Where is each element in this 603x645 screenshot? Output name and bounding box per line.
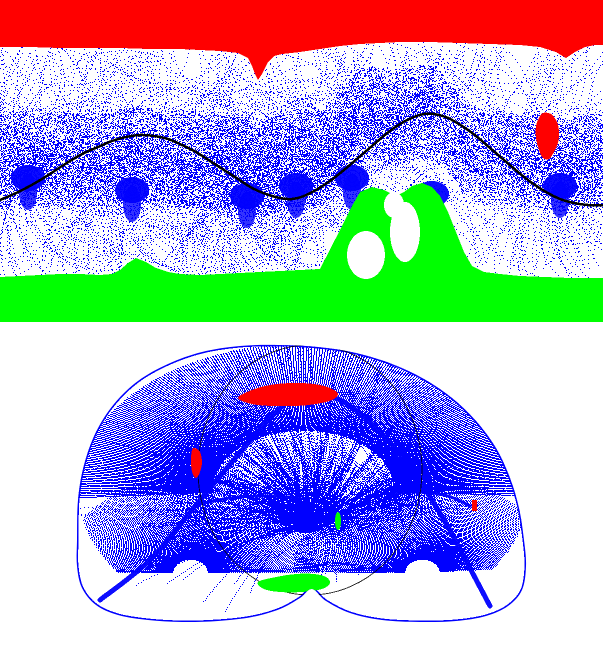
- three-d-dome-panel: [0, 330, 603, 645]
- synoptic-map-canvas: [0, 0, 603, 322]
- green-island-hole: [347, 231, 385, 279]
- green-island-hole: [384, 192, 404, 218]
- synoptic-map-panel: [0, 0, 603, 322]
- three-d-dome-canvas: [0, 330, 603, 645]
- dome-red-speck: [472, 500, 477, 511]
- dome-green-centre: [335, 512, 341, 530]
